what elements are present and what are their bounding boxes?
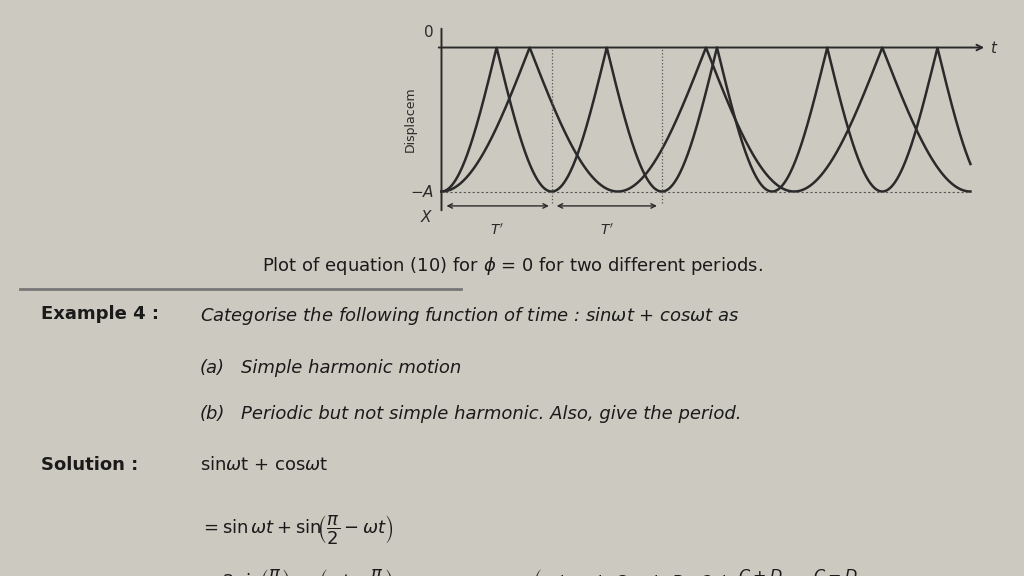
Text: 0: 0 (424, 25, 434, 40)
Text: Simple harmonic motion: Simple harmonic motion (241, 359, 461, 377)
Text: (a): (a) (200, 359, 224, 377)
Text: sin$\omega$t + cos$\omega$t: sin$\omega$t + cos$\omega$t (200, 456, 328, 474)
Text: Example 4 :: Example 4 : (41, 305, 159, 323)
Text: $t$: $t$ (990, 40, 998, 55)
Text: Categorise the following function of time : sin$\omega$t + cos$\omega$t as: Categorise the following function of tim… (200, 305, 739, 327)
Text: $T'$: $T'$ (600, 223, 613, 238)
Text: $X$: $X$ (421, 209, 434, 225)
Text: $= \mathrm{sin}\,\omega t + \mathrm{sin}\!\left(\dfrac{\pi}{2} - \omega t\right): $= \mathrm{sin}\,\omega t + \mathrm{sin}… (200, 513, 393, 546)
Text: $= 2\,\mathrm{sin}\!\left(\dfrac{\pi}{4}\right)\mathrm{cos}\!\left(\omega t - \d: $= 2\,\mathrm{sin}\!\left(\dfrac{\pi}{4}… (200, 567, 393, 576)
Text: $-A$: $-A$ (410, 184, 434, 199)
Text: Solution :: Solution : (41, 456, 138, 474)
Text: $T'$: $T'$ (489, 223, 504, 238)
Text: Periodic but not simple harmonic. Also, give the period.: Periodic but not simple harmonic. Also, … (241, 405, 741, 423)
Text: $\left(\mathrm{using}\ \sin C + \sin D = 2\sin\dfrac{C+D}{2}\cos\dfrac{C-D}{2}\r: $\left(\mathrm{using}\ \sin C + \sin D =… (532, 567, 859, 576)
Text: Displacem: Displacem (404, 87, 417, 152)
Text: Plot of equation (10) for $\phi$ = 0 for two different periods.: Plot of equation (10) for $\phi$ = 0 for… (261, 255, 763, 276)
Text: (b): (b) (200, 405, 225, 423)
